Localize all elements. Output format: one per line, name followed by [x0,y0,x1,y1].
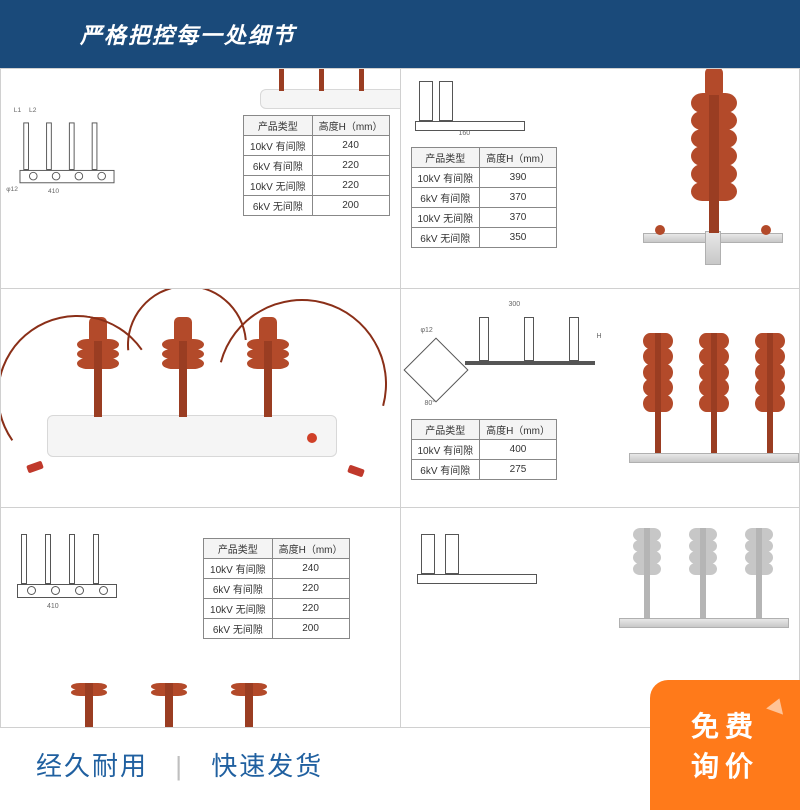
product-photo-3pole [7,295,394,502]
dim-d: φ12 [421,327,433,334]
th: 产品类型 [204,539,273,559]
product-photo-3arresters [629,299,799,499]
dim-l2: L2 [29,107,36,114]
td: 390 [480,168,557,188]
cell-3 [1,289,400,508]
td: 10kV 无间隙 [244,176,313,196]
cell-5: 410 产品类型高度H（mm） 10kV 有间隙240 6kV 有间隙220 1… [1,508,400,727]
td: 6kV 无间隙 [411,228,480,248]
td: 10kV 有间隙 [411,439,480,459]
cell-2: 160 产品类型高度H（mm） 10kV 有间隙390 6kV 有间隙370 1… [401,69,800,288]
cell-1: L1 L2 410 φ12 产品类型高度H（mm） 10kV 有间隙240 6k… [1,69,400,288]
td: 240 [272,559,349,579]
td: 220 [312,176,389,196]
product-photo-grey-partial [619,518,789,658]
spec-table-b: 产品类型高度H（mm） 10kV 有间隙390 6kV 有间隙370 10kV … [411,147,557,248]
td: 370 [480,208,557,228]
spec-table-a: 产品类型高度H（mm） 10kV 有间隙240 6kV 有间隙220 10kV … [243,115,389,216]
eng-drawing-side: 160 [409,75,549,135]
td: 6kV 无间隙 [204,619,273,639]
td: 10kV 有间隙 [411,168,480,188]
td: 6kV 有间隙 [411,188,480,208]
inquiry-badge[interactable]: 免费 询价 [650,680,800,810]
dim-w: 410 [47,603,59,610]
product-photo-4pole-partial [260,69,400,109]
td: 220 [272,579,349,599]
td: 6kV 有间隙 [204,579,273,599]
header-banner: 严格把控每一处细节 [0,0,800,68]
catalog-grid: L1 L2 410 φ12 产品类型高度H（mm） 10kV 有间隙240 6k… [0,68,800,728]
td: 200 [272,619,349,639]
td: 200 [312,196,389,216]
th: 产品类型 [411,148,480,168]
td: 220 [312,156,389,176]
product-photo-single-arrester [633,73,793,273]
td: 10kV 无间隙 [411,208,480,228]
td: 400 [480,439,557,459]
th: 高度H（mm） [272,539,349,559]
header-tagline: 严格把控每一处细节 [80,18,296,50]
footer-bar: 经久耐用 | 快速发货 免费 询价 [0,728,800,800]
td: 6kV 无间隙 [244,196,313,216]
dim-h: H [597,333,602,340]
td: 10kV 有间隙 [204,559,273,579]
dim-l1: L1 [14,107,21,114]
product-photo-3pole-partial [41,677,341,727]
td: 6kV 有间隙 [411,459,480,479]
dim-p: 80° [425,400,436,407]
td: 10kV 无间隙 [204,599,273,619]
eng-drawing-triangle: 300 H φ12 80° [409,297,609,407]
td: 6kV 有间隙 [244,156,313,176]
cell-4: 300 H φ12 80° 产品类型高度H（mm） 10kV 有间隙400 6k… [401,289,800,508]
th: 高度H（mm） [480,419,557,439]
th: 高度H（mm） [480,148,557,168]
td: 370 [480,188,557,208]
dim-w: 410 [48,188,59,195]
td: 240 [312,136,389,156]
spec-table-c: 产品类型高度H（mm） 10kV 有间隙400 6kV 有间隙275 [411,419,557,480]
spec-table-a2: 产品类型高度H（mm） 10kV 有间隙240 6kV 有间隙220 10kV … [203,538,349,639]
footer-sep: | [175,751,184,781]
td: 220 [272,599,349,619]
th: 产品类型 [244,116,313,136]
footer-item-1: 经久耐用 [36,751,148,781]
badge-line-1: 免费 [691,705,759,745]
footer-item-2: 快速发货 [211,751,323,781]
td: 350 [480,228,557,248]
dim-w: 300 [509,301,521,308]
td: 275 [480,459,557,479]
eng-drawing-4pole-b: 410 [7,518,127,608]
th: 产品类型 [411,419,480,439]
eng-drawing-4pole: L1 L2 410 φ12 [10,107,124,193]
badge-line-2: 询价 [691,745,759,785]
th: 高度H（mm） [312,116,389,136]
dim: 160 [459,130,471,137]
dim-d: φ12 [6,186,18,193]
td: 10kV 有间隙 [244,136,313,156]
eng-drawing-side-b [411,528,561,598]
cursor-icon [766,695,788,714]
